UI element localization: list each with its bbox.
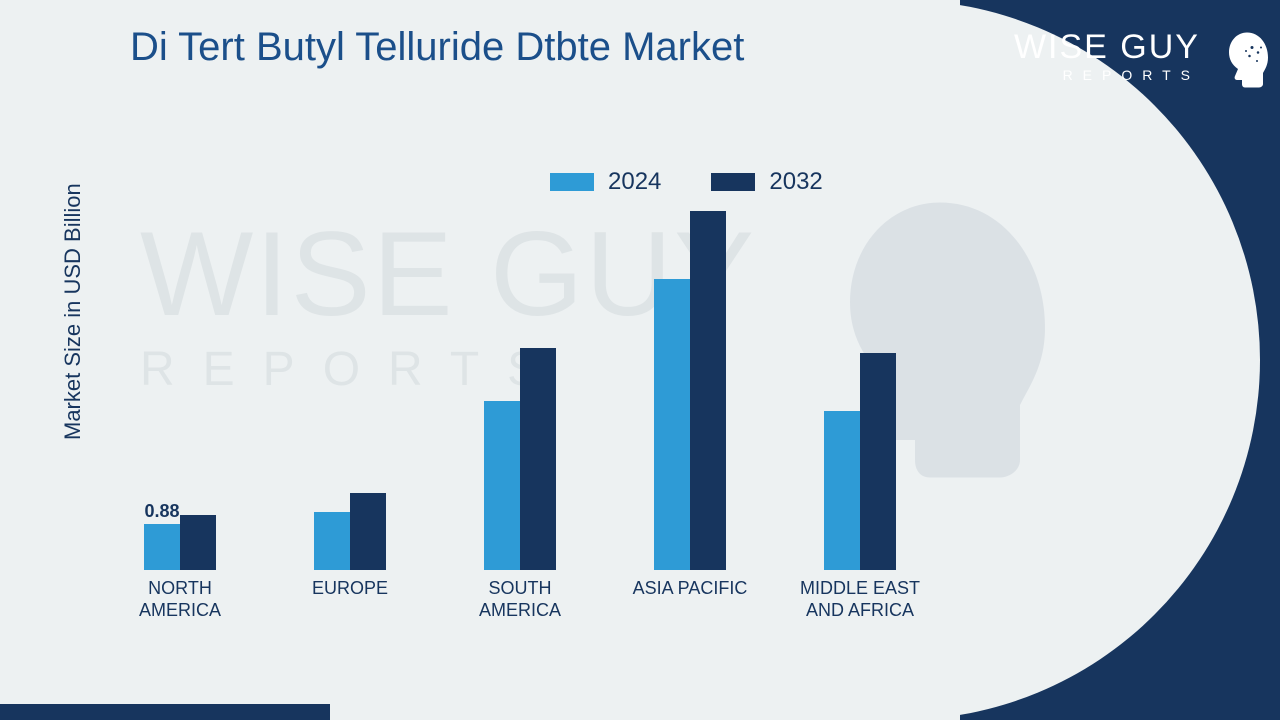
bar xyxy=(180,515,216,571)
legend-label-2032: 2032 xyxy=(769,168,822,196)
chart-title: Di Tert Butyl Telluride Dtbte Market xyxy=(130,24,744,70)
bar xyxy=(484,401,520,570)
bar-group: NORTH AMERICA0.88 xyxy=(144,515,216,571)
brand-line1: WISE GUY xyxy=(1014,30,1200,64)
legend-swatch-2024 xyxy=(550,173,594,191)
bar xyxy=(314,512,350,570)
legend: 2024 2032 xyxy=(550,168,823,196)
bar xyxy=(690,211,726,570)
bar-group: EUROPE xyxy=(314,493,386,570)
bar-group: SOUTH AMERICA xyxy=(484,348,556,570)
bar xyxy=(350,493,386,570)
bar xyxy=(520,348,556,570)
bottom-accent-bar xyxy=(0,704,330,720)
bar-group: ASIA PACIFIC xyxy=(654,211,726,570)
legend-swatch-2032 xyxy=(711,173,755,191)
brand-logo: WISE GUY REPORTS xyxy=(1014,30,1200,82)
brand-line2: REPORTS xyxy=(1014,68,1200,82)
bar xyxy=(654,279,690,570)
y-axis-label: Market Size in USD Billion xyxy=(60,183,86,440)
category-label: NORTH AMERICA xyxy=(110,578,250,621)
brand-head-icon xyxy=(1222,30,1272,90)
legend-item-2024: 2024 xyxy=(550,168,661,196)
bar xyxy=(144,524,180,571)
category-label: EUROPE xyxy=(280,578,420,600)
bar-group: MIDDLE EAST AND AFRICA xyxy=(824,353,896,570)
plot-area: NORTH AMERICA0.88 EUROPE SOUTH AMERICA ASIA… xyxy=(100,200,940,570)
category-label: SOUTH AMERICA xyxy=(450,578,590,621)
legend-item-2032: 2032 xyxy=(711,168,822,196)
bar-value-label: 0.88 xyxy=(144,501,179,522)
category-label: ASIA PACIFIC xyxy=(620,578,760,600)
bar xyxy=(824,411,860,570)
legend-label-2024: 2024 xyxy=(608,168,661,196)
bar xyxy=(860,353,896,570)
chart-canvas: WISE GUY REPORTS WISE GUY REPORTS Di Ter… xyxy=(0,0,1280,720)
category-label: MIDDLE EAST AND AFRICA xyxy=(790,578,930,621)
